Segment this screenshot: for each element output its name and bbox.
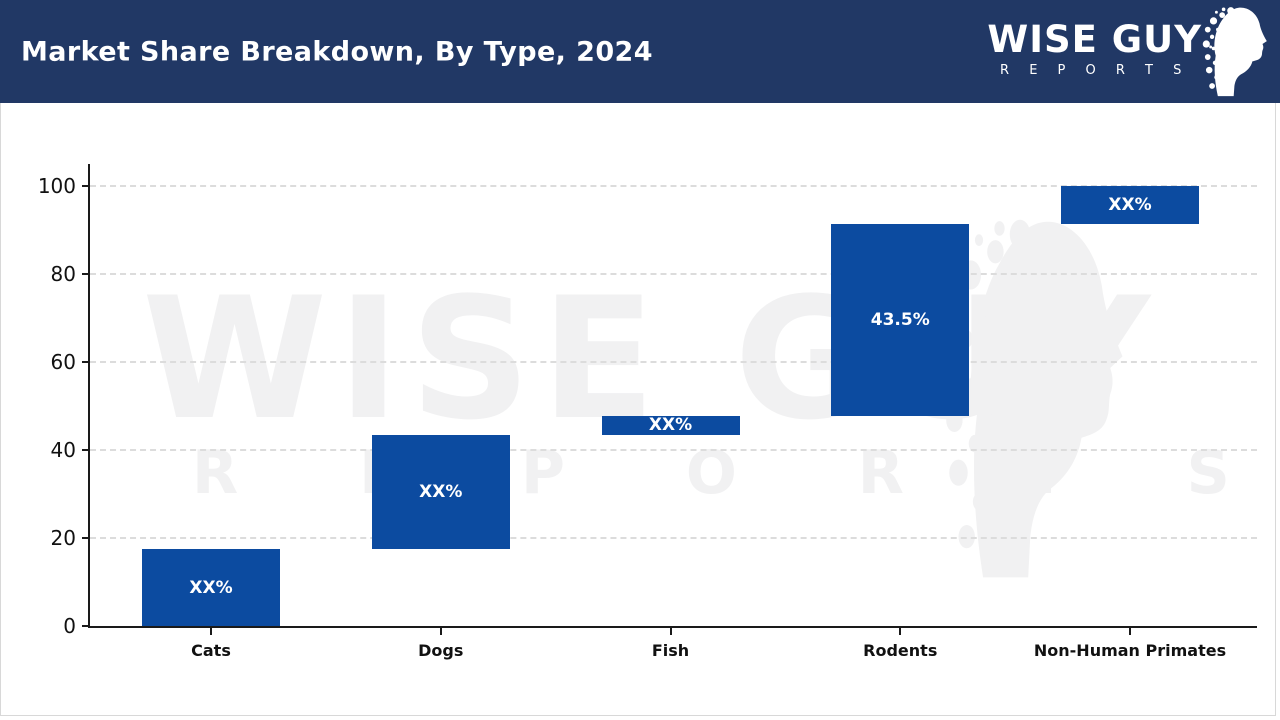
gridline-40 (90, 449, 1257, 451)
bar-rodents: 43.5% (831, 224, 970, 416)
x-tick-fish (669, 628, 672, 635)
header-bar: Market Share Breakdown, By Type, 2024 WI… (0, 0, 1280, 103)
gridline-80 (90, 273, 1257, 275)
bar-dogs: XX% (371, 434, 510, 550)
x-tick-non-human-primates (1129, 628, 1131, 635)
page-title: Market Share Breakdown, By Type, 2024 (21, 36, 653, 67)
x-tick-dogs (439, 628, 442, 635)
y-tick-label-40: 40 (50, 438, 76, 462)
y-tick-label-100: 100 (37, 174, 76, 198)
brand-name: WISE GUY (987, 18, 1202, 62)
gridline-20 (90, 537, 1257, 539)
x-tick-label-dogs: Dogs (418, 641, 464, 660)
brand-face-icon (1202, 6, 1267, 96)
brand-logo-text: WISE GUY R E P O R T S (987, 18, 1202, 78)
x-tick-label-rodents: Rodents (863, 641, 938, 660)
gridline-60 (90, 361, 1257, 363)
y-tick-20 (82, 537, 90, 539)
bar-non-human-primates: XX% (1061, 186, 1199, 225)
bar-label-rodents: 43.5% (870, 309, 930, 330)
x-axis-spine (88, 626, 1257, 628)
y-tick-80 (82, 273, 90, 275)
bar-cats: XX% (142, 549, 280, 626)
y-tick-label-0: 0 (63, 614, 76, 638)
bar-label-non-human-primates: XX% (1108, 195, 1152, 216)
x-tick-cats (210, 628, 212, 635)
y-tick-100 (82, 185, 90, 187)
watermark: WISE GUY R E P O R T S (0, 103, 1280, 716)
bar-label-dogs: XX% (419, 482, 463, 502)
bar-label-fish: XX% (648, 415, 693, 436)
y-tick-label-20: 20 (50, 526, 76, 550)
brand-logo: WISE GUY R E P O R T S (987, 2, 1274, 101)
x-tick-rodents (899, 628, 902, 635)
x-tick-label-cats: Cats (191, 641, 231, 660)
x-tick-label-non-human-primates: Non-Human Primates (1033, 641, 1227, 660)
gridline-100 (90, 185, 1257, 187)
watermark-face-icon (940, 219, 1123, 578)
bar-fish: XX% (601, 415, 740, 436)
y-tick-label-80: 80 (50, 262, 76, 286)
y-tick-label-60: 60 (50, 350, 76, 374)
brand-subtitle: R E P O R T S (1000, 62, 1190, 78)
y-tick-60 (82, 361, 90, 363)
x-tick-label-fish: Fish (651, 641, 690, 660)
y-tick-40 (82, 449, 90, 451)
y-tick-0 (82, 625, 90, 627)
y-axis-spine (88, 164, 90, 628)
bar-label-cats: XX% (189, 577, 233, 598)
